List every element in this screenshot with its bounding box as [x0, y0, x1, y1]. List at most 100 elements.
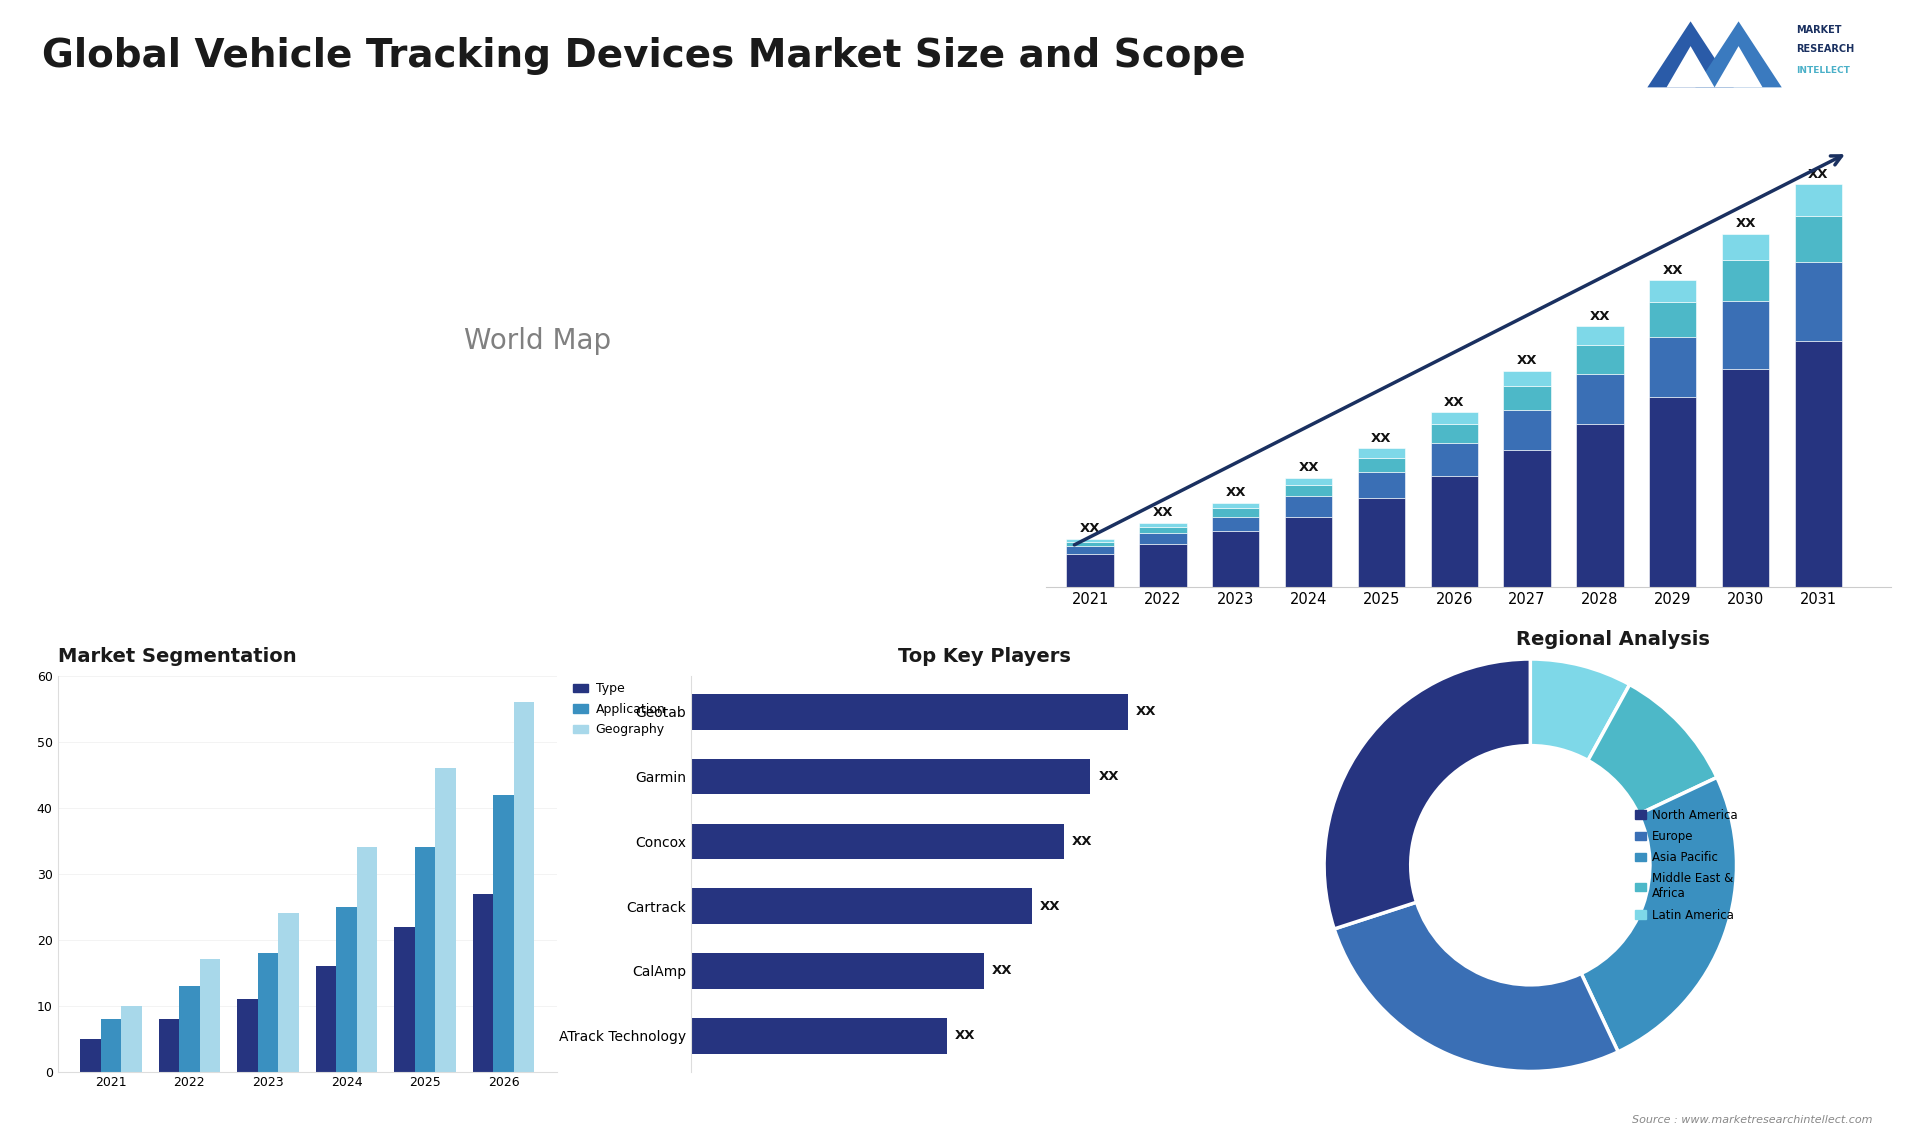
Bar — [1212, 509, 1260, 517]
Bar — [1795, 342, 1841, 587]
Bar — [200, 959, 221, 1072]
Bar — [1357, 457, 1405, 472]
Bar — [1795, 215, 1841, 261]
Text: MARKET: MARKET — [1795, 24, 1841, 34]
Bar — [691, 888, 1031, 924]
Bar — [1503, 371, 1551, 385]
Bar — [472, 894, 493, 1072]
Bar — [1649, 303, 1697, 338]
Bar — [493, 795, 515, 1072]
Bar — [1576, 424, 1624, 587]
Bar — [1212, 503, 1260, 509]
Bar — [357, 848, 376, 1072]
Text: XX: XX — [1736, 218, 1755, 230]
Bar — [691, 953, 983, 989]
Wedge shape — [1325, 659, 1530, 929]
Bar — [1212, 532, 1260, 587]
Bar — [1139, 544, 1187, 587]
Bar — [257, 953, 278, 1072]
Text: World Map: World Map — [465, 327, 611, 355]
Bar — [1139, 523, 1187, 527]
Bar — [1795, 261, 1841, 342]
Bar — [1430, 424, 1478, 442]
Bar — [691, 824, 1064, 860]
Bar — [1576, 375, 1624, 424]
Bar — [81, 1038, 100, 1072]
Text: XX: XX — [1079, 523, 1100, 535]
Bar — [1649, 338, 1697, 397]
Text: XX: XX — [954, 1029, 975, 1042]
Text: Market Segmentation: Market Segmentation — [58, 647, 296, 666]
Text: XX: XX — [1152, 507, 1173, 519]
Polygon shape — [1667, 46, 1715, 87]
Bar — [278, 913, 300, 1072]
Bar — [1357, 472, 1405, 499]
Bar — [691, 759, 1091, 794]
Bar — [1795, 185, 1841, 215]
Text: XX: XX — [1098, 770, 1119, 783]
Polygon shape — [1647, 22, 1734, 87]
Polygon shape — [1695, 22, 1782, 87]
Bar — [691, 694, 1127, 730]
Text: XX: XX — [1517, 354, 1538, 367]
Text: RESEARCH: RESEARCH — [1795, 45, 1855, 54]
Bar — [1649, 281, 1697, 303]
Title: Regional Analysis: Regional Analysis — [1517, 630, 1709, 649]
Legend: North America, Europe, Asia Pacific, Middle East &
Africa, Latin America: North America, Europe, Asia Pacific, Mid… — [1630, 804, 1743, 926]
Bar — [1430, 413, 1478, 424]
Bar — [691, 1018, 947, 1053]
Bar — [1284, 478, 1332, 485]
Text: XX: XX — [1298, 461, 1319, 474]
Bar — [179, 986, 200, 1072]
Text: Global Vehicle Tracking Devices Market Size and Scope: Global Vehicle Tracking Devices Market S… — [42, 37, 1246, 74]
Bar — [1066, 539, 1114, 542]
Text: INTELLECT: INTELLECT — [1795, 66, 1851, 76]
Text: XX: XX — [1663, 264, 1684, 276]
Bar — [1649, 397, 1697, 587]
Text: Source : www.marketresearchintellect.com: Source : www.marketresearchintellect.com — [1632, 1115, 1872, 1125]
Text: XX: XX — [993, 965, 1012, 978]
Text: XX: XX — [1071, 835, 1092, 848]
Bar — [1722, 369, 1768, 587]
Bar — [100, 1019, 121, 1072]
Bar — [336, 906, 357, 1072]
Bar — [1503, 385, 1551, 409]
Bar — [515, 702, 534, 1072]
Bar — [121, 1006, 142, 1072]
Bar — [1503, 409, 1551, 450]
Bar — [1139, 533, 1187, 544]
Bar — [1430, 442, 1478, 476]
Bar — [394, 926, 415, 1072]
Bar — [1722, 260, 1768, 300]
Bar — [1066, 542, 1114, 547]
Bar — [1139, 527, 1187, 533]
Text: XX: XX — [1444, 395, 1465, 409]
Text: XX: XX — [1137, 706, 1156, 719]
Bar — [1212, 517, 1260, 532]
Text: XX: XX — [1371, 432, 1392, 445]
Text: XX: XX — [1041, 900, 1060, 912]
Bar — [238, 999, 257, 1072]
Bar — [159, 1019, 179, 1072]
Bar — [1284, 517, 1332, 587]
Polygon shape — [1715, 46, 1763, 87]
Bar — [1576, 327, 1624, 345]
Bar — [1503, 450, 1551, 587]
Text: XX: XX — [1225, 486, 1246, 499]
Wedge shape — [1588, 684, 1716, 815]
Bar — [1066, 547, 1114, 554]
Bar — [1430, 476, 1478, 587]
Legend: Type, Application, Geography: Type, Application, Geography — [572, 682, 666, 737]
Bar — [1066, 554, 1114, 587]
Text: XX: XX — [1590, 309, 1611, 323]
Bar — [1722, 234, 1768, 260]
Wedge shape — [1582, 777, 1736, 1052]
Bar — [1357, 499, 1405, 587]
Bar — [1576, 345, 1624, 375]
Bar — [1284, 485, 1332, 496]
Bar — [1357, 448, 1405, 457]
Text: XX: XX — [1809, 167, 1828, 181]
Bar — [436, 769, 455, 1072]
Bar — [315, 966, 336, 1072]
Bar — [415, 848, 436, 1072]
